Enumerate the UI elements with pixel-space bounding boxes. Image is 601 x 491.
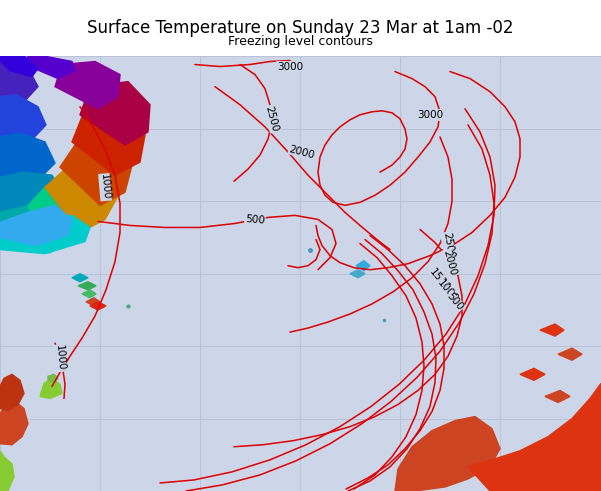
Polygon shape <box>82 290 96 298</box>
Polygon shape <box>0 374 24 410</box>
Polygon shape <box>0 216 90 254</box>
Polygon shape <box>395 416 500 491</box>
Polygon shape <box>540 324 564 336</box>
Text: 1000: 1000 <box>436 277 460 304</box>
Polygon shape <box>55 61 120 109</box>
Polygon shape <box>86 298 100 306</box>
Polygon shape <box>468 383 601 491</box>
Text: 2500: 2500 <box>441 232 455 259</box>
Polygon shape <box>90 302 106 310</box>
Polygon shape <box>28 185 90 252</box>
Polygon shape <box>520 368 545 381</box>
Polygon shape <box>80 82 150 145</box>
Polygon shape <box>25 56 75 79</box>
Polygon shape <box>0 95 46 142</box>
Polygon shape <box>0 205 72 246</box>
Polygon shape <box>545 390 570 403</box>
Text: Freezing level contours: Freezing level contours <box>228 35 373 48</box>
Polygon shape <box>558 348 582 360</box>
Text: 1500: 1500 <box>428 267 453 293</box>
Polygon shape <box>356 261 370 271</box>
Text: 2500: 2500 <box>264 105 280 133</box>
Polygon shape <box>60 142 132 205</box>
Polygon shape <box>0 172 64 218</box>
Text: 3000: 3000 <box>277 61 303 72</box>
Text: 1000: 1000 <box>99 174 111 201</box>
Polygon shape <box>0 56 38 77</box>
Polygon shape <box>48 374 58 382</box>
Polygon shape <box>0 205 74 252</box>
Text: Surface Temperature on Sunday 23 Mar at 1am -02: Surface Temperature on Sunday 23 Mar at … <box>87 19 514 37</box>
Text: 1000: 1000 <box>54 345 66 372</box>
Polygon shape <box>72 274 88 282</box>
Polygon shape <box>45 167 120 233</box>
Polygon shape <box>0 451 14 491</box>
Polygon shape <box>0 401 28 445</box>
Polygon shape <box>78 282 96 290</box>
Text: 500: 500 <box>245 214 265 225</box>
Polygon shape <box>72 112 145 175</box>
Text: 2000: 2000 <box>442 249 458 276</box>
Text: 500: 500 <box>445 291 465 313</box>
Text: 3000: 3000 <box>417 110 443 120</box>
Polygon shape <box>0 133 55 183</box>
Polygon shape <box>0 56 38 101</box>
Polygon shape <box>40 379 62 399</box>
Text: 2000: 2000 <box>288 144 316 160</box>
Polygon shape <box>350 270 365 278</box>
